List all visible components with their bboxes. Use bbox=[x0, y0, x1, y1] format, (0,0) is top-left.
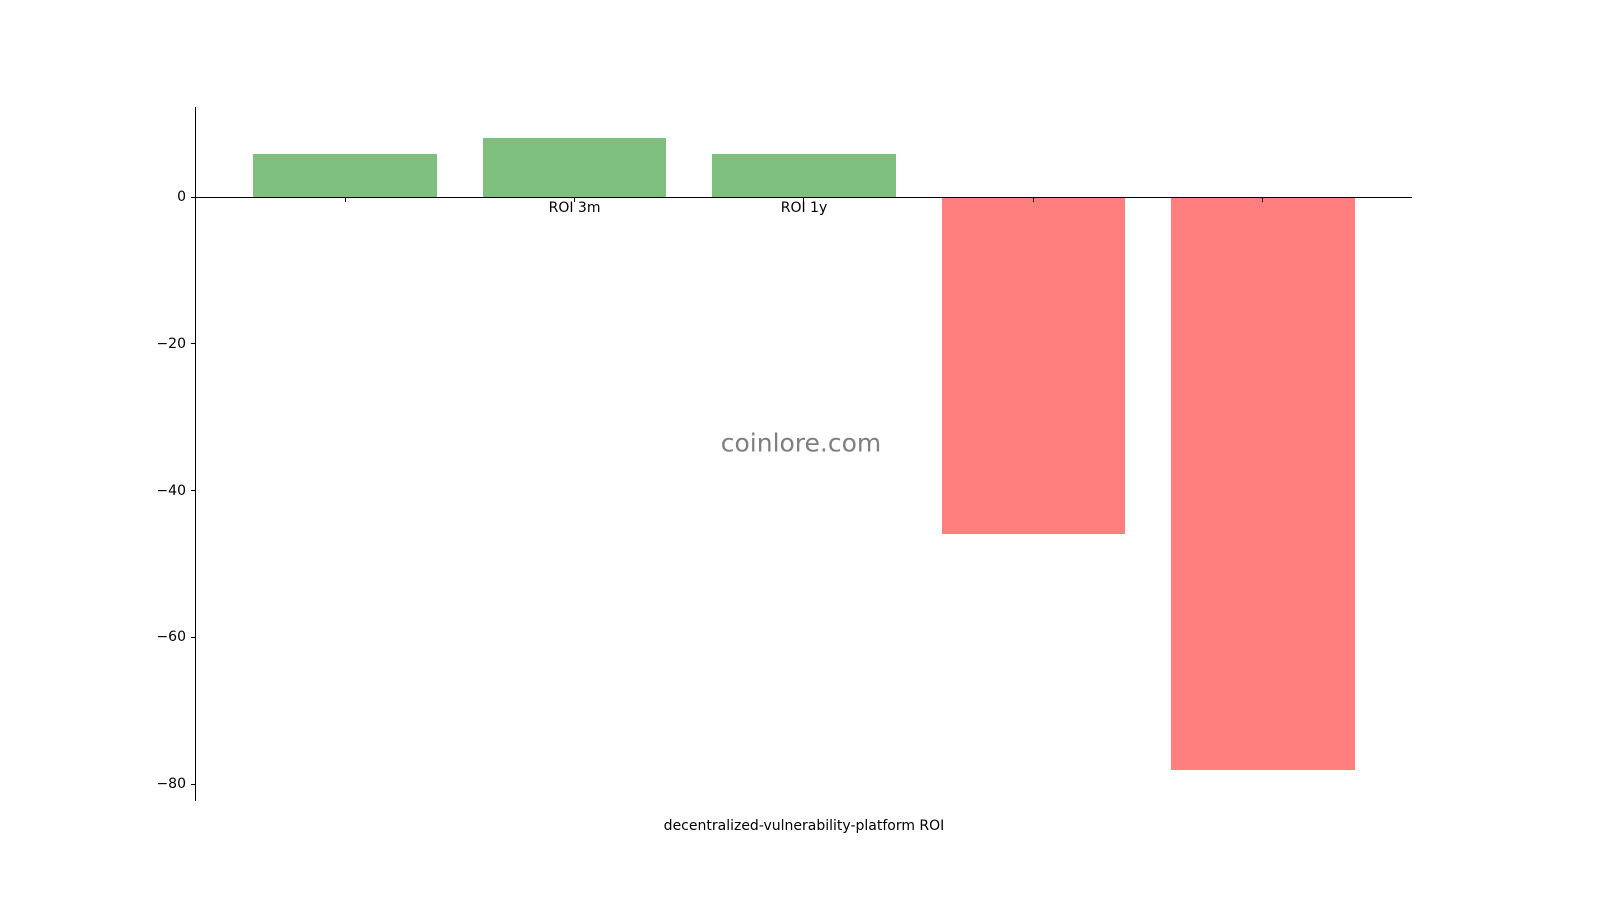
bar bbox=[941, 198, 1126, 535]
y-tick bbox=[191, 196, 195, 198]
chart-title: decentralized-vulnerability-platform ROI bbox=[663, 818, 945, 834]
y-tick bbox=[191, 343, 195, 345]
y-tick bbox=[191, 636, 195, 638]
x-tick bbox=[344, 198, 346, 202]
x-tick bbox=[1032, 198, 1034, 202]
x-tick-label: ROI 3m bbox=[548, 200, 601, 216]
watermark: coinlore.com bbox=[720, 428, 882, 458]
y-tick-label: −40 bbox=[156, 482, 186, 499]
bar bbox=[1171, 198, 1355, 770]
bar bbox=[253, 153, 437, 197]
y-tick-label: −20 bbox=[156, 335, 186, 352]
x-tick bbox=[574, 198, 576, 202]
y-tick-label: −60 bbox=[156, 629, 186, 646]
bar bbox=[712, 153, 896, 197]
x-tick-label: ROI 1y bbox=[780, 200, 828, 216]
y-axis bbox=[195, 107, 196, 801]
y-tick-label: 0 bbox=[177, 189, 186, 205]
y-tick bbox=[191, 490, 195, 491]
x-tick bbox=[803, 198, 805, 202]
y-tick-label: −80 bbox=[156, 776, 186, 792]
y-tick bbox=[191, 783, 195, 785]
x-axis bbox=[196, 196, 1412, 198]
x-tick bbox=[1262, 198, 1264, 202]
bar bbox=[482, 138, 667, 197]
